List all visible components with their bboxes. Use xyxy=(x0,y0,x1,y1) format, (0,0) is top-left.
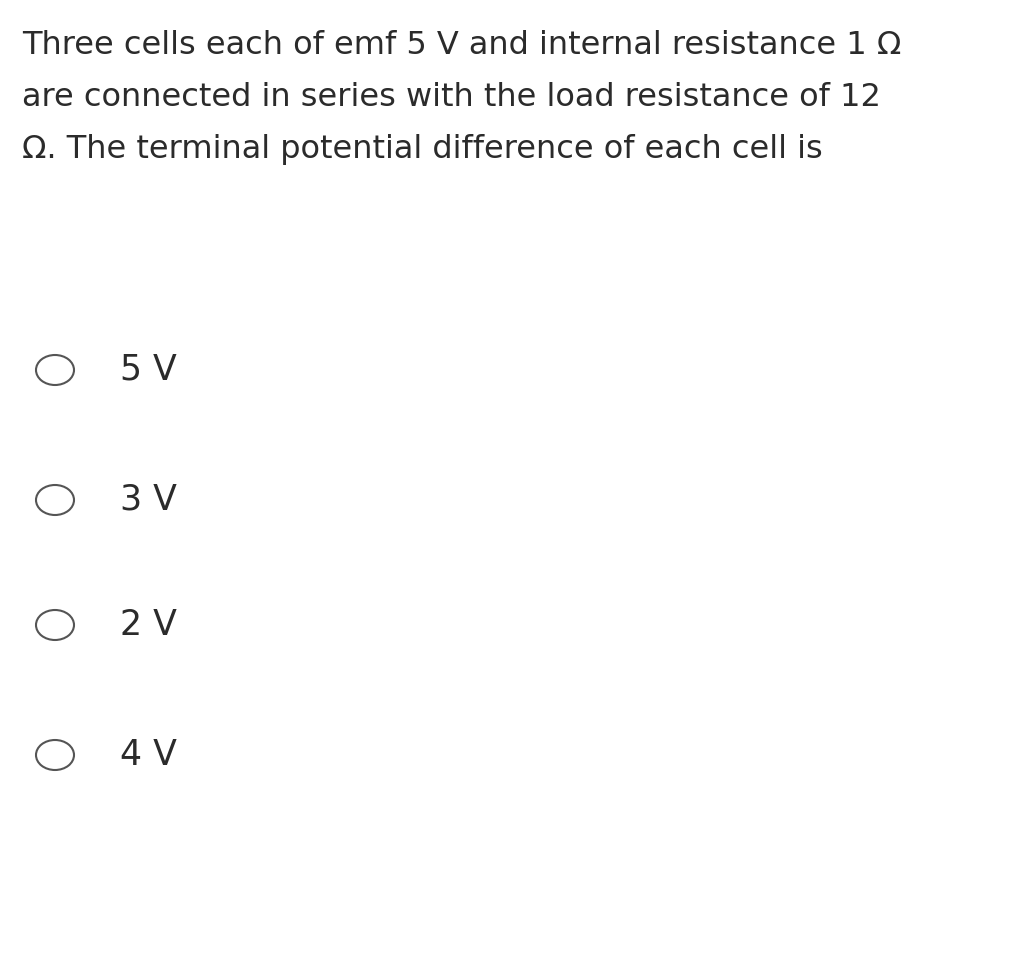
Text: are connected in series with the load resistance of 12: are connected in series with the load re… xyxy=(22,82,881,113)
Text: 5 V: 5 V xyxy=(120,353,177,387)
Text: 4 V: 4 V xyxy=(120,738,177,772)
Text: 2 V: 2 V xyxy=(120,608,177,642)
Text: Three cells each of emf 5 V and internal resistance 1 Ω: Three cells each of emf 5 V and internal… xyxy=(22,30,901,61)
Text: 3 V: 3 V xyxy=(120,483,177,517)
Text: Ω. The terminal potential difference of each cell is: Ω. The terminal potential difference of … xyxy=(22,134,822,165)
